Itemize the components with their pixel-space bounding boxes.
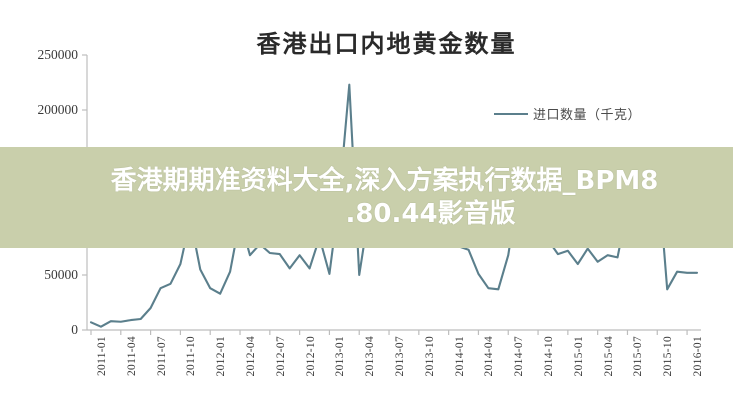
x-axis-tick-marks [90, 330, 688, 335]
x-axis-tick-label: 2015-10 [662, 336, 675, 377]
x-axis-tick-label: 2012-07 [274, 336, 287, 377]
x-axis-tick-label: 2013-10 [423, 336, 436, 377]
chart-legend: 进口数量（千克） [494, 104, 641, 123]
x-axis-tick-label: 2016-01 [692, 336, 705, 377]
x-axis-tick-label: 2013-04 [364, 336, 377, 377]
x-axis-tick-label: 2011-10 [185, 336, 198, 377]
x-axis-tick-label: 2012-10 [304, 336, 317, 377]
y-axis-tick-label: 200000 [37, 102, 79, 117]
legend-label: 进口数量（千克） [533, 107, 642, 122]
x-axis-tick-label: 2014-01 [453, 336, 466, 377]
x-axis-tick-label: 2014-04 [483, 336, 496, 377]
x-axis-tick-label: 2015-01 [572, 336, 585, 377]
x-axis-tick-label: 2015-04 [602, 336, 615, 377]
x-axis-tick-label: 2011-01 [96, 336, 108, 377]
x-axis-tick-label: 2014-07 [513, 336, 526, 377]
x-axis-tick-label: 2011-07 [155, 336, 168, 377]
watermark-band [0, 147, 733, 248]
y-axis-tick-label: 250000 [37, 47, 79, 62]
x-axis-tick-label: 2013-07 [394, 336, 407, 377]
x-axis-tick-label: 2011-04 [125, 336, 138, 377]
chart-title: 香港出口内地黄金数量 [256, 32, 517, 58]
x-axis-tick-label: 2013-01 [334, 336, 347, 377]
y-axis-tick-label: 50000 [44, 267, 78, 282]
x-axis-tick-label: 2012-04 [245, 336, 258, 377]
x-axis-tick-label: 2014-10 [543, 336, 556, 377]
x-axis-tick-label: 2012-01 [215, 336, 228, 377]
y-axis-tick-label: 0 [71, 322, 78, 337]
legend-line-swatch-icon [494, 112, 528, 115]
x-axis-tick-label: 2015-07 [632, 336, 645, 377]
